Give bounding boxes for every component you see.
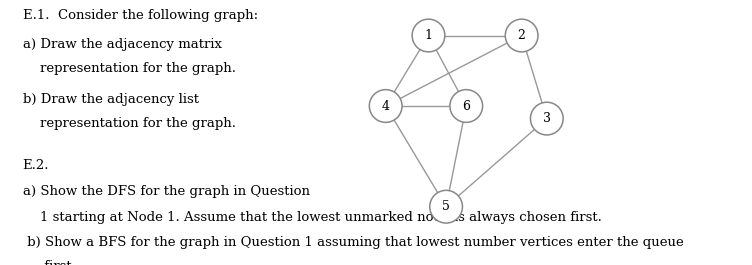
Text: b) Show a BFS for the graph in Question 1 assuming that lowest number vertices e: b) Show a BFS for the graph in Question …: [23, 236, 684, 249]
Text: 1: 1: [424, 29, 432, 42]
Text: a) Show the DFS for the graph in Question: a) Show the DFS for the graph in Questio…: [23, 186, 310, 198]
Text: a) Draw the adjacency matrix: a) Draw the adjacency matrix: [23, 38, 222, 51]
Circle shape: [412, 19, 445, 52]
Circle shape: [450, 90, 483, 122]
Circle shape: [429, 190, 462, 223]
Text: 5: 5: [442, 200, 450, 213]
Text: 2: 2: [517, 29, 526, 42]
Circle shape: [505, 19, 538, 52]
Text: first.: first.: [23, 260, 75, 265]
Text: representation for the graph.: representation for the graph.: [23, 62, 235, 75]
Text: 4: 4: [382, 99, 390, 113]
Text: E.1.  Consider the following graph:: E.1. Consider the following graph:: [23, 9, 258, 22]
Text: b) Draw the adjacency list: b) Draw the adjacency list: [23, 93, 199, 106]
Text: 1 starting at Node 1. Assume that the lowest unmarked node is always chosen firs: 1 starting at Node 1. Assume that the lo…: [23, 211, 602, 224]
Text: 3: 3: [543, 112, 550, 125]
Text: 6: 6: [462, 99, 470, 113]
Text: E.2.: E.2.: [23, 159, 49, 172]
Circle shape: [369, 90, 402, 122]
Circle shape: [530, 102, 563, 135]
Text: representation for the graph.: representation for the graph.: [23, 117, 235, 130]
